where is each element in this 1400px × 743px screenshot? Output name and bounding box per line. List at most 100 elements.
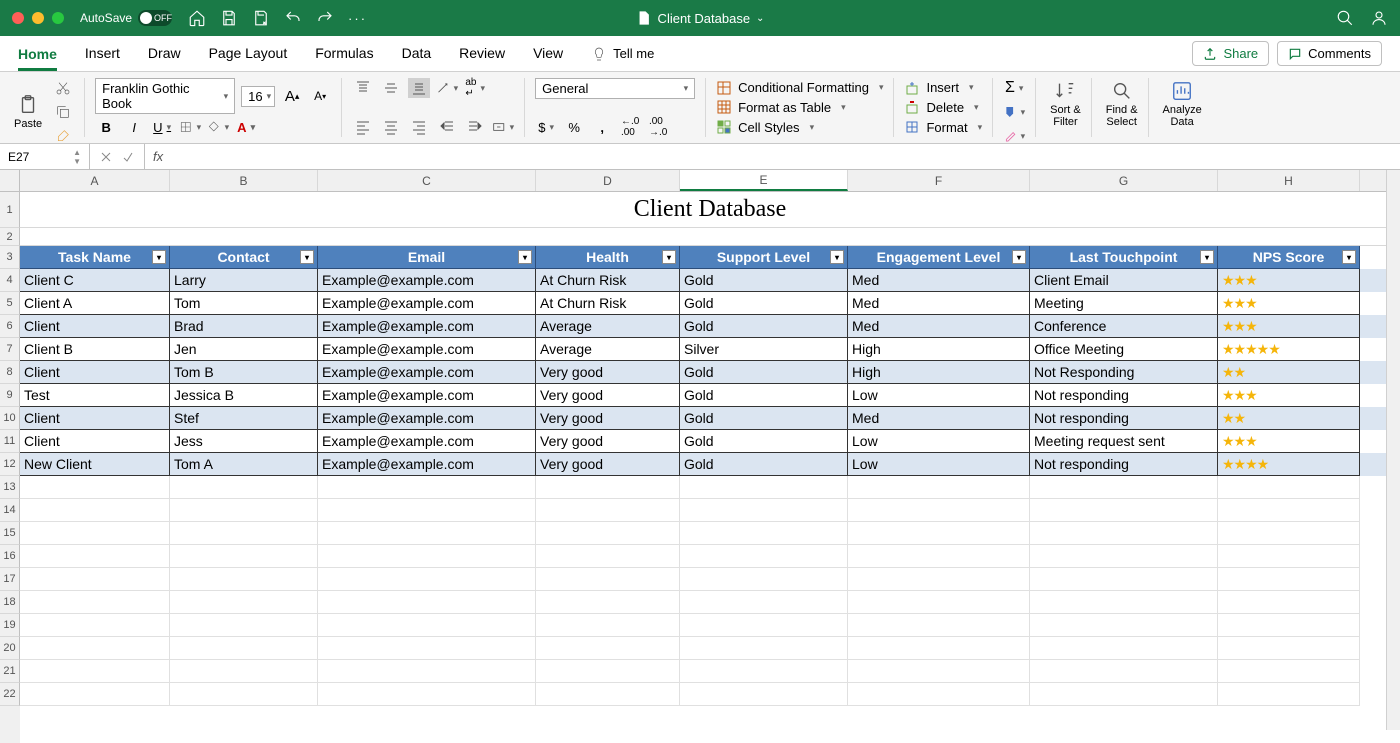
cell[interactable]: ★★★	[1218, 430, 1360, 453]
cell[interactable]	[318, 545, 536, 568]
cell[interactable]	[1218, 545, 1360, 568]
col-header-E[interactable]: E	[680, 170, 848, 191]
cell[interactable]: Example@example.com	[318, 338, 536, 361]
increase-decimal-button[interactable]: ←.0.00	[619, 117, 641, 137]
cell[interactable]	[1218, 499, 1360, 522]
cell[interactable]: Tom A	[170, 453, 318, 476]
cell[interactable]: Med	[848, 407, 1030, 430]
cell[interactable]: Example@example.com	[318, 269, 536, 292]
close-window[interactable]	[12, 12, 24, 24]
cell[interactable]: Example@example.com	[318, 361, 536, 384]
cell[interactable]: ★★★	[1218, 292, 1360, 315]
autosave-switch[interactable]: OFF	[138, 10, 172, 26]
cell[interactable]	[1030, 522, 1218, 545]
cell[interactable]	[536, 522, 680, 545]
col-header-D[interactable]: D	[536, 170, 680, 191]
autosum-button[interactable]: Σ▾	[1003, 78, 1025, 98]
cell[interactable]	[848, 614, 1030, 637]
cell[interactable]	[170, 637, 318, 660]
cell[interactable]: Very good	[536, 361, 680, 384]
tab-page-layout[interactable]: Page Layout	[209, 45, 288, 63]
tab-data[interactable]: Data	[402, 45, 432, 63]
cell[interactable]: Gold	[680, 407, 848, 430]
cell[interactable]: Tom B	[170, 361, 318, 384]
cell[interactable]	[20, 683, 170, 706]
cell[interactable]	[318, 660, 536, 683]
cell[interactable]	[1218, 568, 1360, 591]
cell[interactable]: High	[848, 338, 1030, 361]
cell[interactable]: Average	[536, 315, 680, 338]
cell[interactable]: At Churn Risk	[536, 292, 680, 315]
cell[interactable]	[318, 683, 536, 706]
cell[interactable]	[680, 637, 848, 660]
cancel-icon[interactable]	[100, 151, 112, 163]
paste-button[interactable]: Paste	[10, 92, 46, 132]
cell[interactable]	[680, 591, 848, 614]
cell[interactable]: Not Responding	[1030, 361, 1218, 384]
cell[interactable]: Example@example.com	[318, 430, 536, 453]
cell[interactable]	[318, 568, 536, 591]
format-as-table-button[interactable]: Format as Table▾	[716, 99, 883, 115]
cell[interactable]: Gold	[680, 384, 848, 407]
cell[interactable]	[680, 476, 848, 499]
font-size-select[interactable]: 16▾	[241, 86, 275, 107]
enter-icon[interactable]	[122, 151, 134, 163]
tab-review[interactable]: Review	[459, 45, 505, 63]
cell[interactable]	[170, 522, 318, 545]
cell[interactable]: Not responding	[1030, 384, 1218, 407]
cell[interactable]	[680, 522, 848, 545]
home-icon[interactable]	[188, 9, 206, 27]
col-header-B[interactable]: B	[170, 170, 318, 191]
cell[interactable]: ★★★★★	[1218, 338, 1360, 361]
cell[interactable]: At Churn Risk	[536, 269, 680, 292]
cell[interactable]: Example@example.com	[318, 453, 536, 476]
align-middle-button[interactable]	[380, 78, 402, 98]
formula-input[interactable]	[171, 150, 1400, 164]
cell[interactable]	[680, 568, 848, 591]
cell[interactable]	[318, 637, 536, 660]
cell[interactable]: Client C	[20, 269, 170, 292]
cell[interactable]: Not responding	[1030, 407, 1218, 430]
decrease-font-button[interactable]: A▾	[309, 86, 331, 106]
cell[interactable]	[20, 545, 170, 568]
cell[interactable]: ★★★	[1218, 269, 1360, 292]
cell[interactable]	[536, 660, 680, 683]
cell[interactable]	[848, 568, 1030, 591]
cell[interactable]: Very good	[536, 407, 680, 430]
insert-cells-button[interactable]: Insert▾	[904, 80, 982, 96]
align-right-button[interactable]	[408, 117, 430, 137]
cell[interactable]: Test	[20, 384, 170, 407]
cell[interactable]	[848, 637, 1030, 660]
share-button[interactable]: Share	[1192, 41, 1269, 66]
cell[interactable]	[848, 476, 1030, 499]
row-header-14[interactable]: 14	[0, 499, 20, 522]
tab-insert[interactable]: Insert	[85, 45, 120, 63]
cell[interactable]: Low	[848, 430, 1030, 453]
comma-button[interactable]: ,	[591, 117, 613, 137]
filter-button[interactable]	[1200, 250, 1214, 264]
analyze-data-button[interactable]: Analyze Data	[1159, 78, 1206, 137]
cell[interactable]	[1218, 591, 1360, 614]
cell[interactable]	[848, 660, 1030, 683]
cell[interactable]	[1218, 660, 1360, 683]
decrease-decimal-button[interactable]: .00→.0	[647, 117, 669, 137]
cell[interactable]: Jessica B	[170, 384, 318, 407]
cell[interactable]	[680, 545, 848, 568]
row-header-21[interactable]: 21	[0, 660, 20, 683]
row-header-20[interactable]: 20	[0, 637, 20, 660]
increase-indent-button[interactable]	[464, 117, 486, 137]
row-header-4[interactable]: 4	[0, 269, 20, 292]
cell[interactable]	[848, 545, 1030, 568]
undo-icon[interactable]	[284, 9, 302, 27]
cell[interactable]: ★★★	[1218, 315, 1360, 338]
fx-label[interactable]: fx	[145, 149, 171, 164]
cell[interactable]: Stef	[170, 407, 318, 430]
cell[interactable]	[1218, 614, 1360, 637]
cell[interactable]: ★★★★	[1218, 453, 1360, 476]
cell[interactable]: Med	[848, 315, 1030, 338]
cell[interactable]: Silver	[680, 338, 848, 361]
filter-button[interactable]	[830, 250, 844, 264]
cell[interactable]: Tom	[170, 292, 318, 315]
cell[interactable]	[536, 568, 680, 591]
cell[interactable]: Example@example.com	[318, 315, 536, 338]
